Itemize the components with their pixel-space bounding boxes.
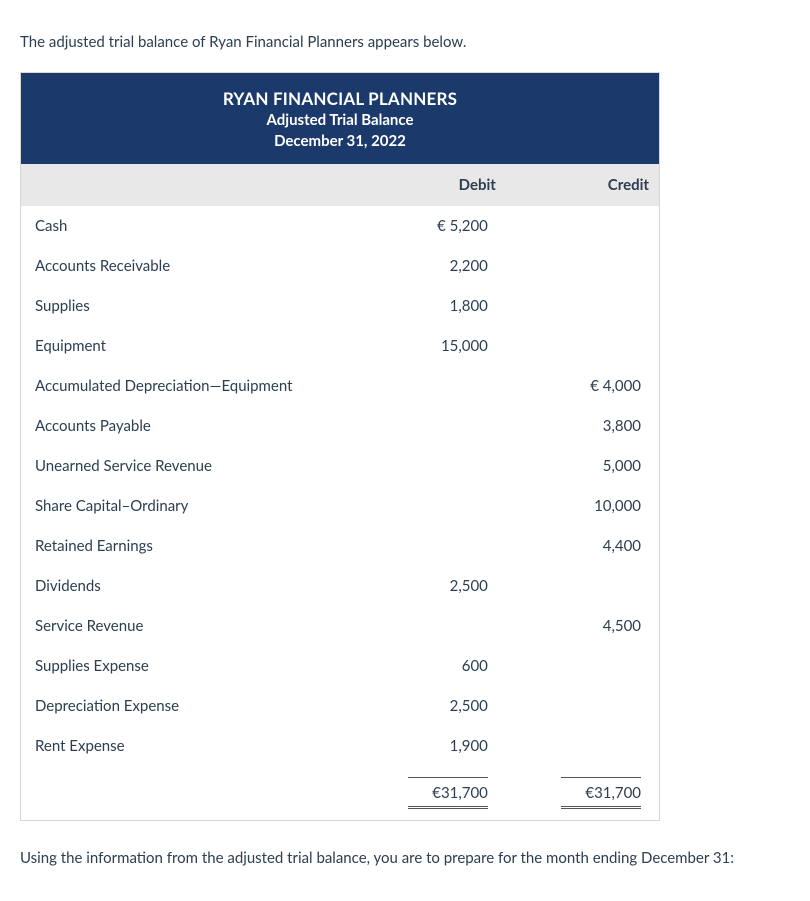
credit-cell [506,686,659,726]
account-cell: Unearned Service Revenue [21,446,353,486]
debit-cell: 2,200 [353,246,506,286]
debit-cell [353,486,506,526]
credit-cell [506,286,659,326]
totals-row: €31,700 €31,700 [21,766,659,820]
table-row: Supplies1,800 [21,286,659,326]
credit-cell: 3,800 [506,406,659,446]
intro-text: The adjusted trial balance of Ryan Finan… [20,31,790,54]
credit-cell [506,726,659,766]
debit-cell: 2,500 [353,566,506,606]
table-row: Unearned Service Revenue 5,000 [21,446,659,486]
table-row: Equipment15,000 [21,326,659,366]
trial-balance-grid: Debit Credit Cash€ 5,200Accounts Receiva… [21,164,659,820]
table-row: Retained Earnings 4,400 [21,526,659,566]
account-cell: Cash [21,206,353,246]
totals-label [21,766,353,820]
table-row: Depreciation Expense2,500 [21,686,659,726]
credit-cell: 4,400 [506,526,659,566]
table-row: Accumulated Depreciation—Equipment € 4,00… [21,366,659,406]
account-cell: Dividends [21,566,353,606]
trial-balance-table: RYAN FINANCIAL PLANNERS Adjusted Trial B… [20,72,660,822]
table-row: Share Capital–Ordinary 10,000 [21,486,659,526]
debit-cell [353,366,506,406]
account-cell: Share Capital–Ordinary [21,486,353,526]
credit-cell: € 4,000 [506,366,659,406]
col-account-header [21,164,353,206]
table-row: Accounts Receivable2,200 [21,246,659,286]
credit-cell [506,566,659,606]
table-row: Service Revenue 4,500 [21,606,659,646]
outro-text: Using the information from the adjusted … [20,847,790,870]
col-credit-header: Credit [506,164,659,206]
col-debit-header: Debit [353,164,506,206]
credit-cell [506,206,659,246]
totals-credit: €31,700 [506,766,659,820]
credit-cell: 5,000 [506,446,659,486]
table-row: Accounts Payable 3,800 [21,406,659,446]
credit-cell [506,646,659,686]
account-cell: Accounts Payable [21,406,353,446]
account-cell: Accumulated Depreciation—Equipment [21,366,353,406]
table-row: Supplies Expense600 [21,646,659,686]
account-cell: Supplies Expense [21,646,353,686]
debit-cell [353,406,506,446]
table-row: Rent Expense1,900 [21,726,659,766]
credit-cell [506,326,659,366]
debit-cell [353,526,506,566]
credit-cell [506,246,659,286]
debit-cell: 1,800 [353,286,506,326]
debit-cell: 2,500 [353,686,506,726]
account-cell: Retained Earnings [21,526,353,566]
column-header-row: Debit Credit [21,164,659,206]
debit-cell [353,606,506,646]
debit-cell: 15,000 [353,326,506,366]
credit-cell: 4,500 [506,606,659,646]
credit-cell: 10,000 [506,486,659,526]
report-title: Adjusted Trial Balance [31,110,649,131]
report-date: December 31, 2022 [31,131,649,152]
table-row: Cash€ 5,200 [21,206,659,246]
table-title-block: RYAN FINANCIAL PLANNERS Adjusted Trial B… [21,73,659,165]
totals-debit: €31,700 [353,766,506,820]
account-cell: Accounts Receivable [21,246,353,286]
debit-cell [353,446,506,486]
debit-cell: 1,900 [353,726,506,766]
table-row: Dividends2,500 [21,566,659,606]
debit-cell: € 5,200 [353,206,506,246]
debit-cell: 600 [353,646,506,686]
account-cell: Rent Expense [21,726,353,766]
company-name: RYAN FINANCIAL PLANNERS [31,87,649,111]
account-cell: Equipment [21,326,353,366]
account-cell: Supplies [21,286,353,326]
account-cell: Depreciation Expense [21,686,353,726]
account-cell: Service Revenue [21,606,353,646]
